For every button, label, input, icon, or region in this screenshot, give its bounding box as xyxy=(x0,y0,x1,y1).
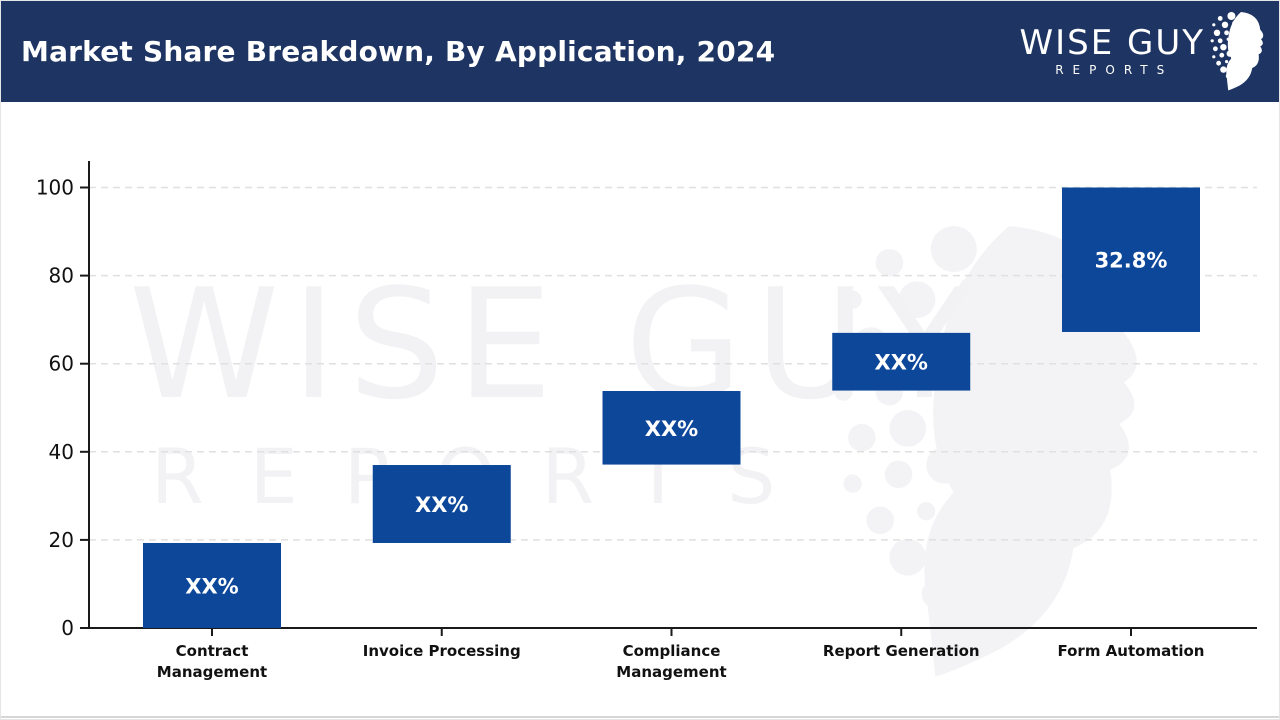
x-axis-category-label: Invoice Processing xyxy=(362,642,521,660)
brand-logo-text: WISE GUY REPORTS xyxy=(1019,22,1205,78)
bar-value-label: 32.8% xyxy=(1095,249,1168,273)
bar-segment xyxy=(1062,187,1200,332)
y-tick-label: 100 xyxy=(36,176,74,200)
header-bar: Market Share Breakdown, By Application, … xyxy=(1,1,1279,102)
bar-segment xyxy=(372,465,511,543)
bar-segment xyxy=(832,332,971,391)
x-axis-category-label: Report Generation xyxy=(822,642,980,660)
bar-value-label: XX% xyxy=(875,351,928,375)
x-axis-category-label: Compliance Management xyxy=(616,642,727,681)
y-tick-label: 20 xyxy=(49,528,74,552)
y-tick-label: 80 xyxy=(49,264,74,288)
y-tick-label: 40 xyxy=(49,440,74,464)
bar-value-label: XX% xyxy=(645,417,698,441)
y-tick-label: 60 xyxy=(49,352,74,376)
bar-value-label: XX% xyxy=(185,574,238,598)
chart-title: Market Share Breakdown, By Application, … xyxy=(21,35,776,68)
brand-logo: WISE GUY REPORTS xyxy=(1019,11,1265,93)
x-axis-category-label: Form Automation xyxy=(1057,642,1205,660)
bar-segment xyxy=(143,542,281,628)
logo-subtext: REPORTS xyxy=(1055,63,1174,78)
bar-segment xyxy=(602,391,741,465)
footer-divider xyxy=(1,716,1279,718)
logo-wordmark: WISE GUY xyxy=(1019,22,1205,63)
logo-head-icon xyxy=(1210,11,1264,90)
bar-value-label: XX% xyxy=(415,493,468,517)
x-axis-category-label: Contract Management xyxy=(156,642,268,681)
y-tick-label: 0 xyxy=(61,616,74,640)
